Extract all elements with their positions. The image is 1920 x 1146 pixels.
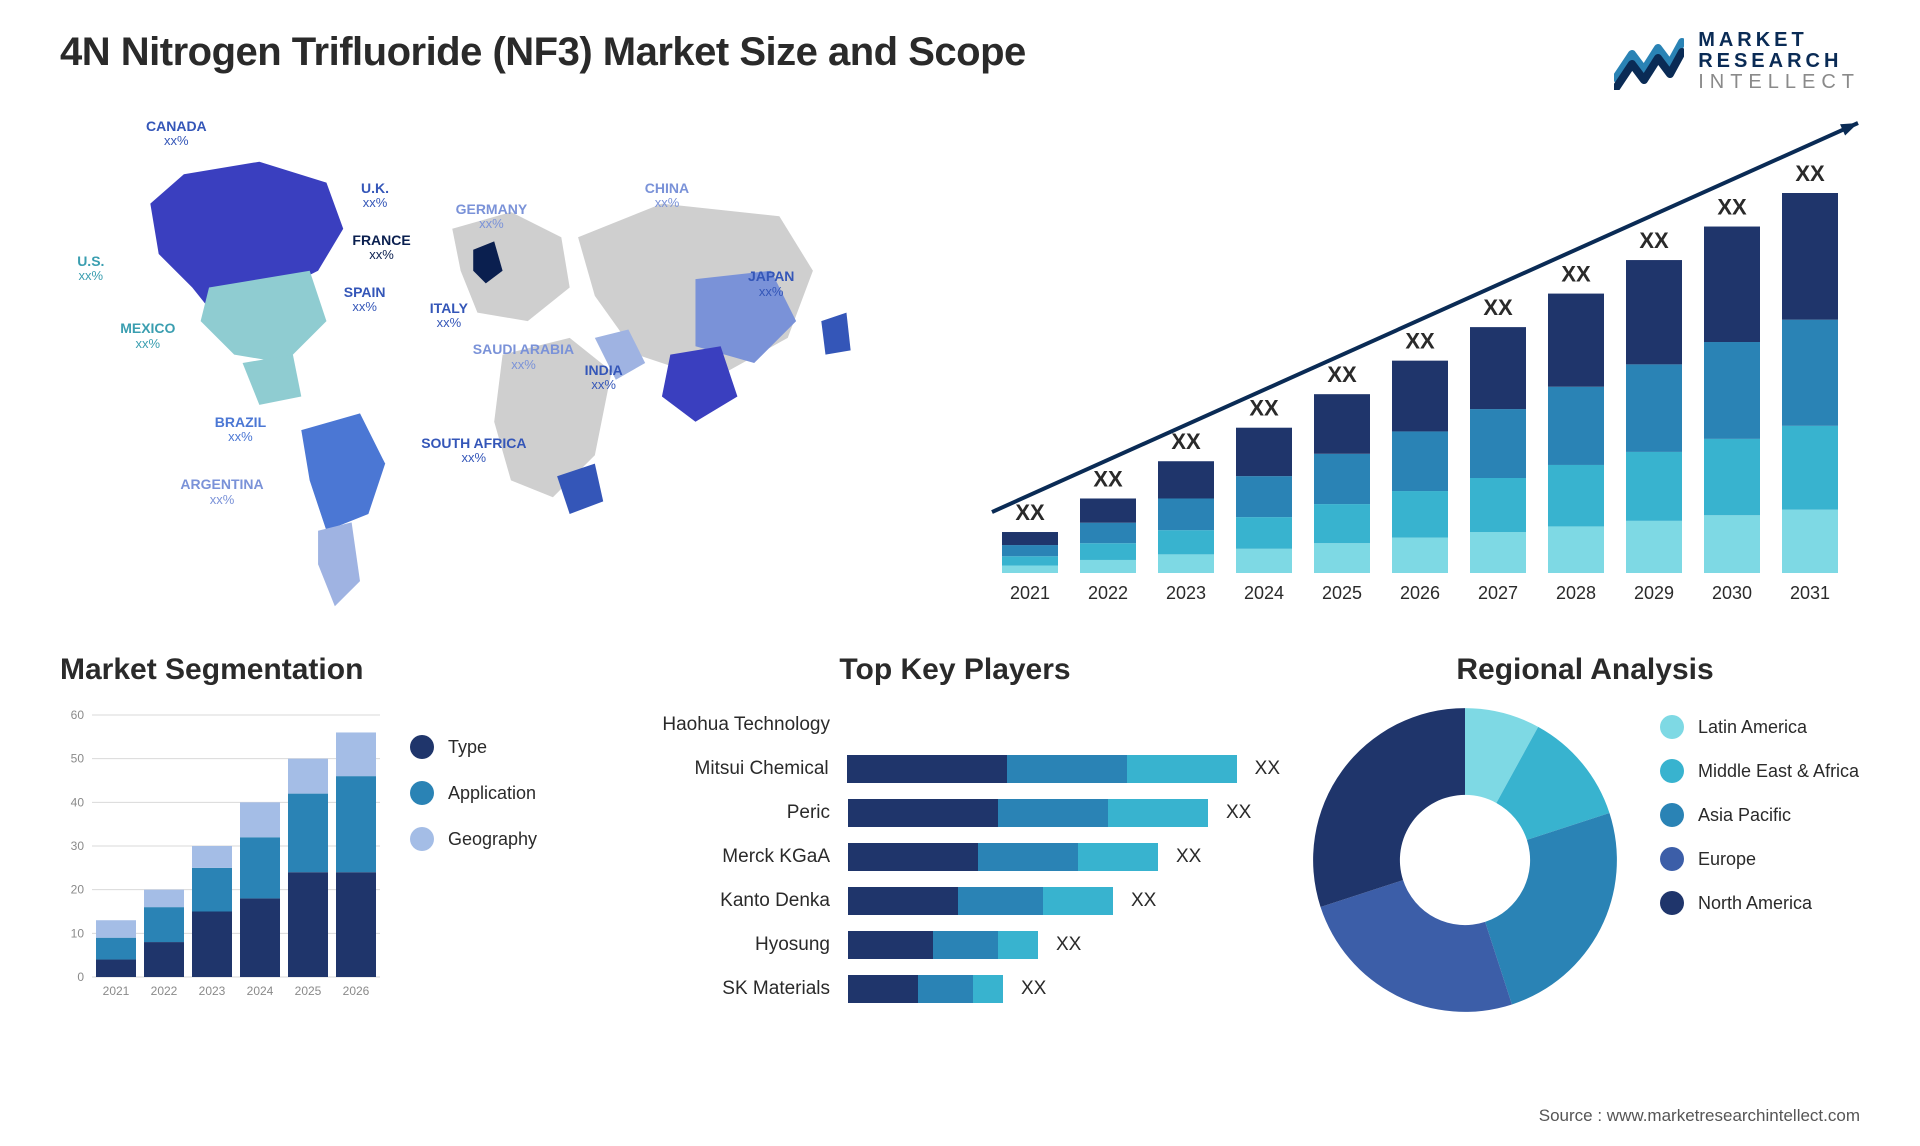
world-map: CANADAxx%U.S.xx%MEXICOxx%BRAZILxx%ARGENT…: [60, 103, 920, 623]
segmentation-title: Market Segmentation: [60, 653, 600, 687]
players-list: Haohua TechnologyMitsui ChemicalXXPericX…: [630, 705, 1280, 1009]
svg-text:2025: 2025: [295, 984, 322, 998]
svg-text:XX: XX: [1795, 161, 1825, 186]
svg-text:2022: 2022: [151, 984, 178, 998]
svg-text:2026: 2026: [343, 984, 370, 998]
player-row: HyosungXX: [630, 925, 1280, 965]
regions-section: Regional Analysis Latin America Middle Ea…: [1310, 653, 1860, 1053]
player-row: SK MaterialsXX: [630, 969, 1280, 1009]
players-title: Top Key Players: [630, 653, 1280, 687]
header: 4N Nitrogen Trifluoride (NF3) Market Siz…: [0, 0, 1920, 103]
svg-text:20: 20: [71, 883, 85, 897]
svg-text:2028: 2028: [1556, 583, 1596, 603]
region-legend-latin-america: Latin America: [1660, 715, 1859, 739]
logo-text-2: RESEARCH: [1698, 51, 1860, 72]
svg-text:2023: 2023: [199, 984, 226, 998]
region-legend-europe: Europe: [1660, 847, 1859, 871]
svg-text:2022: 2022: [1088, 583, 1128, 603]
svg-text:2026: 2026: [1400, 583, 1440, 603]
svg-text:40: 40: [71, 795, 85, 809]
svg-text:30: 30: [71, 839, 85, 853]
regions-title: Regional Analysis: [1310, 653, 1860, 687]
svg-text:XX: XX: [1483, 295, 1513, 320]
svg-text:XX: XX: [1327, 362, 1357, 387]
player-row: PericXX: [630, 793, 1280, 833]
svg-text:10: 10: [71, 926, 85, 940]
donut-chart: [1310, 705, 1620, 1015]
svg-text:XX: XX: [1405, 329, 1435, 354]
player-row: Kanto DenkaXX: [630, 881, 1280, 921]
segmentation-chart: 0 10 20 30 40 50 60 2021 2022 2023 2024 2025 2026: [60, 705, 380, 1005]
brand-logo: MARKET RESEARCH INTELLECT: [1614, 30, 1860, 93]
svg-text:XX: XX: [1639, 228, 1669, 253]
svg-text:XX: XX: [1561, 262, 1591, 287]
player-row: Mitsui ChemicalXX: [630, 749, 1280, 789]
players-section: Top Key Players Haohua TechnologyMitsui …: [630, 653, 1280, 1053]
top-row: CANADAxx%U.S.xx%MEXICOxx%BRAZILxx%ARGENT…: [0, 103, 1920, 623]
player-row: Merck KGaAXX: [630, 837, 1280, 877]
svg-text:XX: XX: [1093, 466, 1123, 491]
svg-text:XX: XX: [1249, 396, 1279, 421]
seg-legend-geography: Geography: [410, 827, 537, 851]
svg-text:2029: 2029: [1634, 583, 1674, 603]
segmentation-legend: Type Application Geography: [410, 705, 537, 1053]
svg-text:2024: 2024: [1244, 583, 1284, 603]
bottom-row: Market Segmentation 0 10 20 30 40 50 60 2021 202…: [0, 623, 1920, 1053]
page-title: 4N Nitrogen Trifluoride (NF3) Market Siz…: [60, 30, 1026, 75]
seg-legend-type: Type: [410, 735, 537, 759]
svg-text:XX: XX: [1171, 429, 1201, 454]
svg-text:60: 60: [71, 708, 85, 722]
svg-text:2021: 2021: [103, 984, 130, 998]
svg-text:2031: 2031: [1790, 583, 1830, 603]
main-bar-chart: XX 2021 XX 2022 XX 2023 XX 2024 XX 2025 XX 2026 XX 20…: [960, 103, 1860, 623]
region-legend-asia-pacific: Asia Pacific: [1660, 803, 1859, 827]
svg-text:2021: 2021: [1010, 583, 1050, 603]
source-footer: Source : www.marketresearchintellect.com: [1539, 1106, 1860, 1126]
regions-legend: Latin America Middle East & Africa Asia Pa…: [1660, 705, 1859, 915]
svg-text:2023: 2023: [1166, 583, 1206, 603]
svg-text:XX: XX: [1015, 500, 1045, 525]
svg-text:2027: 2027: [1478, 583, 1518, 603]
region-legend-middle-east-africa: Middle East & Africa: [1660, 759, 1859, 783]
logo-text-1: MARKET: [1698, 30, 1860, 51]
seg-legend-application: Application: [410, 781, 537, 805]
logo-mark-icon: [1614, 34, 1684, 90]
svg-text:2030: 2030: [1712, 583, 1752, 603]
svg-text:2024: 2024: [247, 984, 274, 998]
svg-text:50: 50: [71, 752, 85, 766]
svg-text:2025: 2025: [1322, 583, 1362, 603]
logo-text-3: INTELLECT: [1698, 72, 1860, 93]
region-legend-north-america: North America: [1660, 891, 1859, 915]
svg-text:0: 0: [77, 970, 84, 984]
player-row: Haohua Technology: [630, 705, 1280, 745]
segmentation-section: Market Segmentation 0 10 20 30 40 50 60 2021 202…: [60, 653, 600, 1053]
svg-text:XX: XX: [1717, 195, 1747, 220]
